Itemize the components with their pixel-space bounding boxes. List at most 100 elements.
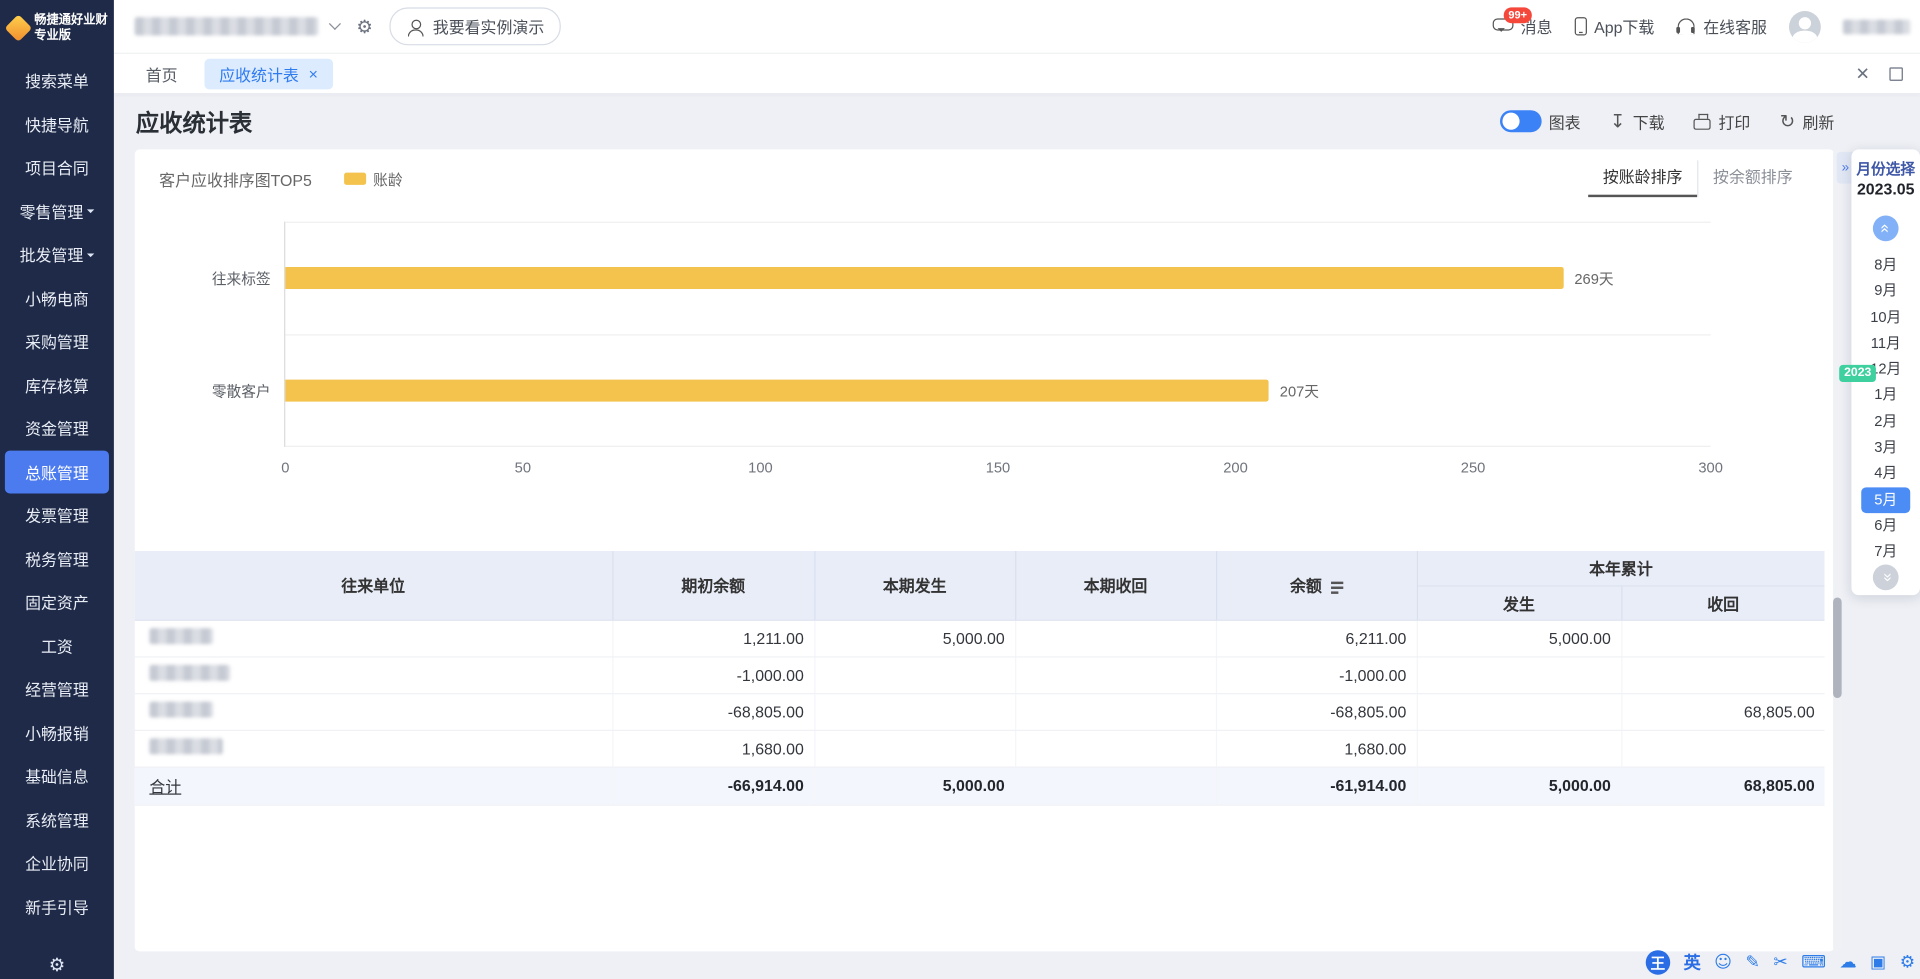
month-item-feb[interactable]: 2月 — [1874, 412, 1898, 430]
sidebar-item-purchasing[interactable]: 采购管理 — [5, 320, 109, 363]
ime-scissors-icon[interactable]: ✂ — [1773, 952, 1788, 973]
ime-logo-icon[interactable]: 王 — [1645, 950, 1671, 975]
aging-bar[interactable] — [285, 379, 1269, 402]
cell-balance: 1,680.00 — [1215, 729, 1418, 768]
sidebar-item-operations-mgmt[interactable]: 经营管理 — [5, 667, 109, 710]
cell-received — [1015, 729, 1217, 768]
scroll-months-up-button[interactable]: « — [1872, 215, 1899, 242]
sidebar-item-label: 税务管理 — [25, 550, 89, 570]
app-download-button[interactable]: App下载 — [1574, 15, 1654, 38]
month-item-sep[interactable]: 9月 — [1874, 281, 1898, 300]
sidebar-item-quick-nav[interactable]: 快捷导航 — [5, 102, 109, 145]
chart-title: 客户应收排序图TOP5 — [159, 170, 312, 190]
sidebar-item-beginner-guide[interactable]: 新手引导 — [5, 885, 109, 928]
sort-by-balance-tab[interactable]: 按余额排序 — [1697, 160, 1807, 198]
month-item-mar[interactable]: 3月 — [1874, 438, 1898, 456]
tab-close-icon[interactable]: × — [308, 64, 318, 83]
toggle-switch-on[interactable] — [1499, 110, 1542, 133]
scrollbar-thumb[interactable] — [1833, 597, 1842, 698]
cell-total-opening: -66,914.00 — [612, 766, 815, 806]
demo-button[interactable]: 我要看实例演示 — [389, 7, 562, 46]
aging-bar[interactable] — [285, 266, 1564, 289]
settings-gear-icon[interactable]: ⚙ — [356, 16, 373, 38]
sidebar-item-payroll[interactable]: 工资 — [5, 624, 109, 667]
month-item-jul[interactable]: 7月 — [1874, 542, 1898, 560]
online-service-button[interactable]: 在线客服 — [1676, 15, 1767, 38]
brand-logo-icon — [4, 14, 33, 43]
sidebar-item-label: 系统管理 — [25, 811, 89, 830]
messages-button[interactable]: 99+ 消息 — [1492, 7, 1552, 38]
sidebar-item-system-mgmt[interactable]: 系统管理 — [5, 798, 109, 841]
message-bubble-icon: 99+ — [1492, 7, 1532, 35]
sidebar-item-search-menu[interactable]: 搜索菜单 — [5, 59, 109, 102]
month-item-dec[interactable]: 12月 — [1870, 360, 1902, 378]
month-item-nov[interactable]: 11月 — [1870, 334, 1901, 352]
sidebar-item-wholesale-mgmt[interactable]: 批发管理 — [5, 233, 109, 276]
chevron-down-icon — [328, 17, 341, 30]
sidebar-item-tax-mgmt[interactable]: 税务管理 — [5, 537, 109, 580]
scroll-months-down-button[interactable]: « — [1872, 564, 1899, 591]
fullscreen-icon[interactable] — [1889, 66, 1903, 81]
table-row[interactable]: -1,000.00 -1,000.00 — [134, 656, 1825, 694]
month-item-aug[interactable]: 8月 — [1874, 255, 1898, 274]
month-item-oct[interactable]: 10月 — [1870, 308, 1902, 326]
cell-received — [1015, 619, 1217, 657]
sidebar-item-label: 小畅报销 — [25, 724, 89, 743]
sidebar-menu: 搜索菜单 快捷导航 项目合同 零售管理 批发管理 小畅电商 采购管理 库存核算 … — [0, 56, 114, 928]
total-link[interactable]: 合计 — [149, 777, 182, 796]
sidebar-item-invoice-mgmt[interactable]: 发票管理 — [5, 493, 109, 536]
download-button[interactable]: ↧ 下载 — [1610, 110, 1665, 133]
sort-by-aging-tab[interactable]: 按账龄排序 — [1588, 160, 1698, 198]
ime-keyboard-icon[interactable]: ⌨ — [1801, 952, 1826, 973]
sidebar-item-funds-mgmt[interactable]: 资金管理 — [5, 407, 109, 450]
tab-home[interactable]: 首页 — [131, 58, 192, 89]
tab-receivables-report[interactable]: 应收统计表 × — [204, 58, 333, 89]
cell-total-balance: -61,914.00 — [1215, 766, 1418, 806]
ime-smiley-icon[interactable]: ☺ — [1714, 952, 1733, 973]
download-icon: ↧ — [1609, 109, 1626, 132]
cell-balance: 6,211.00 — [1215, 619, 1418, 657]
ime-language-mode[interactable]: 英 — [1683, 952, 1701, 973]
axis-tick: 50 — [514, 459, 532, 477]
ime-cloud-icon[interactable]: ☁ — [1839, 952, 1857, 973]
close-all-tabs-icon[interactable]: ✕ — [1855, 63, 1870, 83]
sidebar-item-basic-info[interactable]: 基础信息 — [5, 754, 109, 797]
table-row[interactable]: 1,680.00 1,680.00 — [134, 729, 1825, 768]
sidebar-item-fixed-assets[interactable]: 固定资产 — [5, 580, 109, 623]
ime-pen-icon[interactable]: ✎ — [1745, 952, 1760, 973]
brand-text: 畅捷通好业财 专业版 — [34, 12, 107, 45]
sidebar-item-retail-mgmt[interactable]: 零售管理 — [5, 189, 109, 232]
sidebar-item-enterprise-collab[interactable]: 企业协同 — [5, 841, 109, 884]
category-label: 零散客户 — [211, 382, 271, 400]
month-item-jan[interactable]: 1月 — [1874, 386, 1898, 404]
month-item-jun[interactable]: 6月 — [1874, 516, 1898, 534]
month-item-apr[interactable]: 4月 — [1874, 464, 1898, 482]
redacted-user-name[interactable] — [1842, 18, 1911, 34]
ime-gear-icon[interactable]: ⚙ — [1899, 952, 1916, 973]
chart-toggle[interactable]: 图表 — [1499, 110, 1581, 133]
online-service-label: 在线客服 — [1703, 18, 1767, 37]
sidebar-item-inventory-accounting[interactable]: 库存核算 — [5, 363, 109, 406]
collapse-panel-handle[interactable]: » — [1836, 151, 1854, 184]
sidebar-settings-gear-icon[interactable]: ⚙ — [48, 955, 66, 976]
legend-aging[interactable]: 账龄 — [343, 168, 403, 189]
caret-down-icon — [86, 209, 95, 217]
sidebar-item-general-ledger[interactable]: 总账管理 — [4, 450, 109, 494]
company-selector[interactable] — [134, 17, 341, 36]
sidebar-item-ecommerce[interactable]: 小畅电商 — [5, 276, 109, 319]
sidebar-item-project-contract[interactable]: 项目合同 — [5, 146, 109, 189]
refresh-button[interactable]: ↻ 刷新 — [1780, 110, 1835, 133]
cell-ytd-occurred: 5,000.00 — [1416, 619, 1622, 657]
brand-line1: 畅捷通好业财 — [34, 12, 108, 27]
cell-opening: -68,805.00 — [612, 693, 815, 731]
table-row[interactable]: -68,805.00 -68,805.00 68,805.00 — [134, 693, 1825, 731]
sidebar-item-label: 企业协同 — [25, 855, 89, 874]
month-item-may-active[interactable]: 5月 — [1861, 486, 1911, 514]
table-row[interactable]: 1,211.00 5,000.00 6,211.00 5,000.00 — [134, 619, 1825, 657]
sort-desc-icon[interactable] — [1330, 581, 1343, 595]
user-avatar[interactable] — [1788, 10, 1821, 43]
scrollbar-track[interactable] — [1833, 149, 1842, 952]
ime-grid-icon[interactable]: ▣ — [1870, 952, 1887, 973]
print-button[interactable]: 打印 — [1693, 110, 1750, 133]
sidebar-item-expense-report[interactable]: 小畅报销 — [5, 711, 109, 754]
